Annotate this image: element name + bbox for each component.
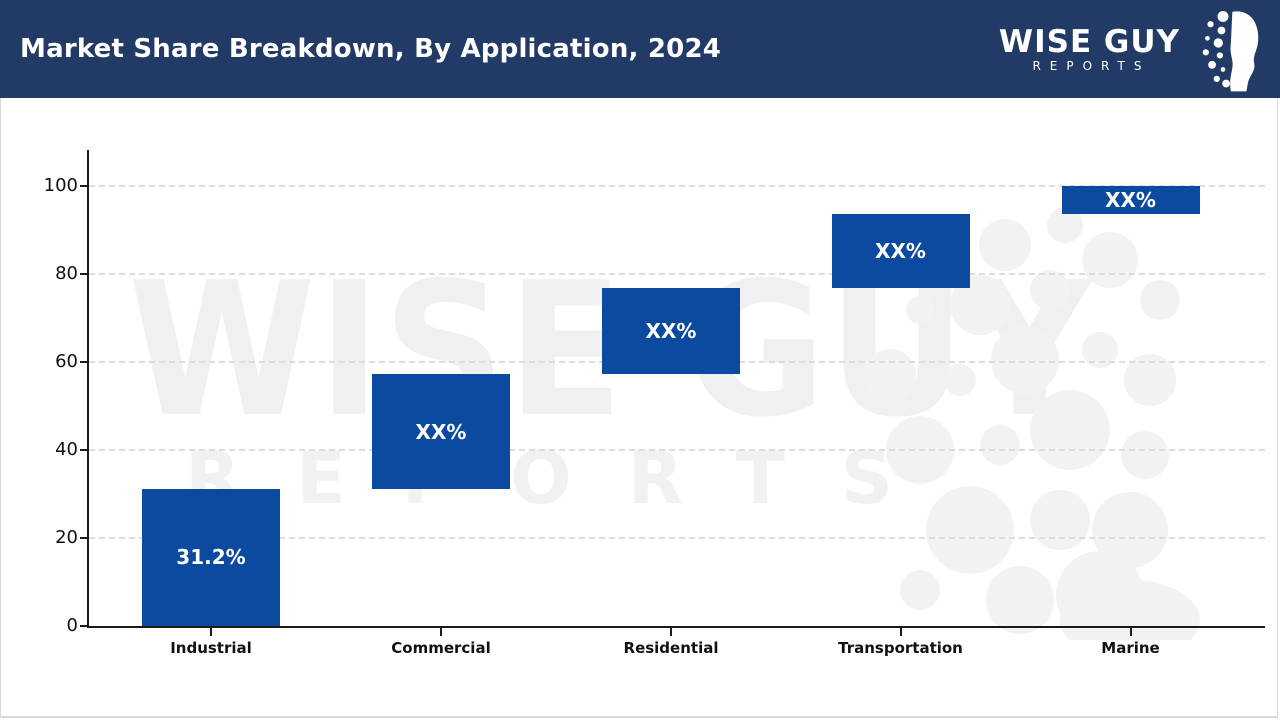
category-label-commercial: Commercial (391, 639, 491, 657)
y-tick-label-60: 60 (55, 351, 78, 372)
logo-head-icon (1202, 11, 1259, 92)
category-label-transportation: Transportation (838, 639, 963, 657)
bar-value-label-commercial: XX% (415, 419, 467, 444)
wise-guy-reports-logo: WISE GUY REPORTS (999, 6, 1262, 94)
y-tick-mark-20 (80, 537, 88, 539)
y-tick-mark-0 (80, 625, 88, 627)
watermark-head-dots-graphic (864, 207, 1200, 640)
page-title: Market Share Breakdown, By Application, … (20, 34, 722, 64)
x-tick-mark-transportation (899, 628, 902, 636)
y-tick-mark-100 (80, 185, 88, 187)
gridline-y20 (89, 537, 1265, 539)
logo-text: WISE GUY REPORTS (999, 26, 1180, 74)
y-tick-mark-60 (80, 361, 88, 363)
bar-marine: XX% (1061, 186, 1200, 215)
y-tick-label-80: 80 (55, 263, 78, 284)
y-tick-mark-40 (80, 449, 88, 451)
gridline-y40 (89, 449, 1265, 451)
category-label-marine: Marine (1101, 639, 1160, 657)
x-axis-line (87, 626, 1265, 628)
watermark-reports-text: REPORTS (185, 436, 949, 520)
y-tick-label-100: 100 (43, 175, 78, 196)
bar-value-label-transportation: XX% (875, 238, 926, 263)
y-tick-label-40: 40 (55, 439, 78, 460)
bar-commercial: XX% (372, 374, 510, 489)
bar-residential: XX% (602, 287, 740, 375)
bar-transportation: XX% (831, 214, 970, 288)
content-frame-border (0, 98, 1278, 718)
logo-reports-label: REPORTS (1032, 59, 1151, 73)
y-tick-mark-80 (80, 273, 88, 275)
category-label-industrial: Industrial (170, 639, 252, 657)
y-axis-line (87, 150, 89, 627)
x-tick-mark-industrial (210, 628, 212, 636)
bar-value-label-industrial: 31.2% (176, 545, 246, 570)
bar-industrial: 31.2% (142, 488, 280, 626)
y-tick-label-20: 20 (55, 527, 78, 548)
gridline-y80 (89, 273, 1265, 275)
header-bar: Market Share Breakdown, By Application, … (0, 0, 1280, 98)
gridline-y100 (89, 185, 1265, 187)
bar-value-label-residential: XX% (645, 318, 697, 343)
bar-value-label-marine: XX% (1105, 188, 1156, 213)
x-tick-mark-commercial (440, 628, 442, 636)
logo-wiseguy-label: WISE GUY (998, 24, 1180, 60)
category-label-residential: Residential (623, 639, 719, 657)
x-tick-mark-residential (670, 628, 672, 636)
y-tick-label-0: 0 (66, 615, 78, 636)
x-tick-mark-marine (1129, 628, 1132, 636)
